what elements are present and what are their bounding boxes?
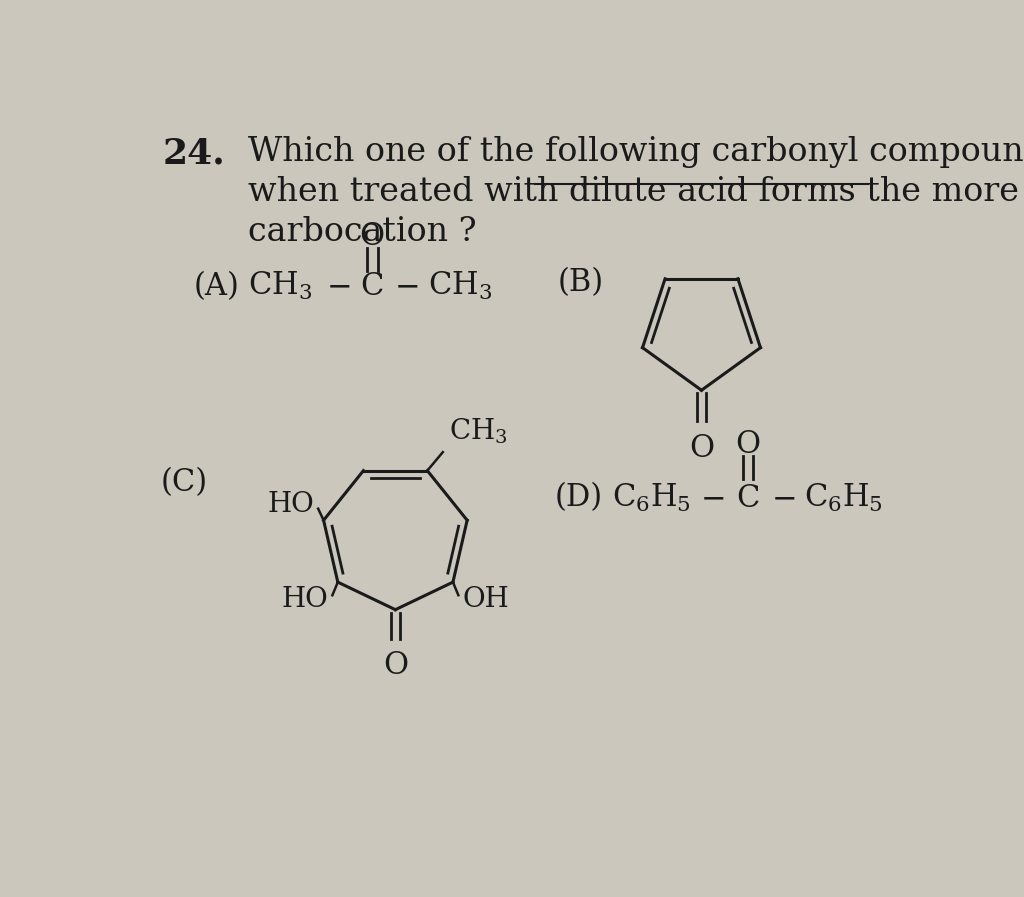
Text: 24.: 24.	[163, 136, 225, 170]
Text: $\mathregular{CH_3}$: $\mathregular{CH_3}$	[449, 416, 508, 446]
Text: when treated with dilute acid forms the more stable: when treated with dilute acid forms the …	[248, 176, 1024, 208]
Text: $\mathregular{CH_3}$: $\mathregular{CH_3}$	[248, 270, 312, 302]
Text: $-$: $-$	[700, 483, 724, 513]
Text: C: C	[736, 483, 760, 513]
Text: (D): (D)	[554, 483, 602, 513]
Text: O: O	[383, 649, 408, 681]
Text: $-$: $-$	[326, 271, 350, 301]
Text: O: O	[359, 221, 385, 252]
Text: Which one of the following carbonyl compound: Which one of the following carbonyl comp…	[248, 136, 1024, 168]
Text: HO: HO	[267, 492, 314, 518]
Text: C: C	[360, 271, 384, 301]
Text: $\mathregular{C_6H_5}$: $\mathregular{C_6H_5}$	[804, 482, 883, 514]
Text: O: O	[735, 429, 761, 459]
Text: HO: HO	[282, 586, 329, 613]
Text: $-$: $-$	[771, 483, 796, 513]
Text: $\mathregular{C_6H_5}$: $\mathregular{C_6H_5}$	[612, 482, 691, 514]
Text: (C): (C)	[161, 467, 208, 498]
Text: O: O	[689, 432, 714, 464]
Text: (A): (A)	[194, 271, 240, 301]
Text: $\mathregular{CH_3}$: $\mathregular{CH_3}$	[428, 270, 493, 302]
Text: carbocation ?: carbocation ?	[248, 216, 477, 248]
Text: (B): (B)	[558, 267, 604, 298]
Text: $-$: $-$	[394, 271, 418, 301]
Text: OH: OH	[462, 586, 509, 613]
